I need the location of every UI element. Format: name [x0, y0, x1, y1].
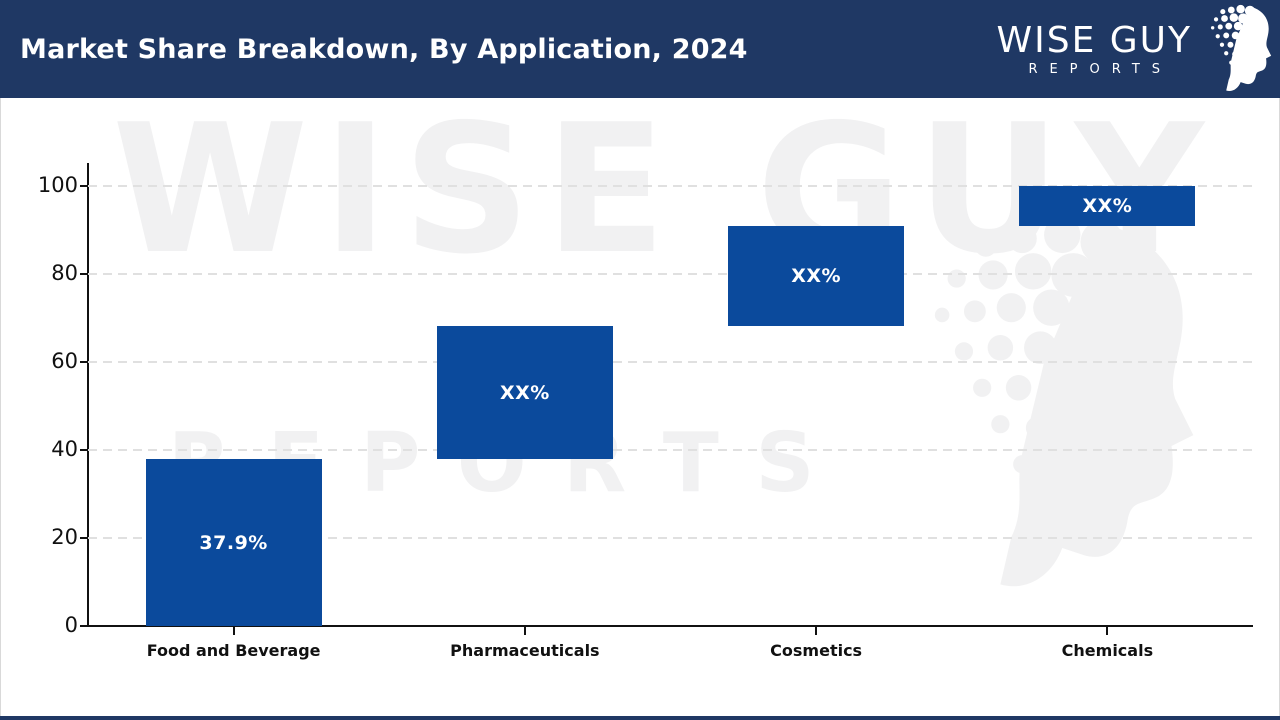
header-bar: Market Share Breakdown, By Application, … [0, 0, 1280, 98]
gridline-100 [88, 184, 1253, 187]
y-tick-label-80: 80 [51, 260, 78, 285]
watermark-dotted-head [934, 216, 1194, 587]
footer-bar [0, 716, 1280, 720]
bar-value-label: XX% [1082, 194, 1133, 217]
page-title: Market Share Breakdown, By Application, … [20, 33, 748, 65]
y-tick-80 [80, 272, 88, 275]
bar-chemicals: XX% [1019, 185, 1196, 226]
left-border [0, 98, 1, 716]
dotted-head-icon [1210, 4, 1272, 91]
logo-wordmark: WISE GUY [996, 20, 1192, 61]
y-tick-40 [80, 448, 88, 451]
x-category-label-3: Chemicals [1061, 641, 1154, 660]
y-tick-60 [80, 360, 88, 363]
gridline-60 [88, 360, 1253, 363]
y-tick-20 [80, 536, 88, 539]
y-tick-label-0: 0 [64, 613, 78, 637]
x-category-label-0: Food and Beverage [146, 641, 321, 660]
gridline-40 [88, 448, 1253, 451]
x-tick-0 [232, 627, 235, 635]
bar-value-label: XX% [791, 264, 842, 287]
logo-subtitle: REPORTS [1028, 62, 1173, 77]
x-tick-2 [815, 627, 818, 635]
y-tick-label-60: 60 [51, 348, 78, 373]
y-tick-100 [80, 184, 88, 187]
y-tick-label-40: 40 [51, 436, 78, 461]
x-category-label-1: Pharmaceuticals [450, 641, 600, 660]
x-tick-1 [523, 627, 526, 635]
bar-cosmetics: XX% [728, 225, 905, 326]
y-tick-label-100: 100 [37, 172, 78, 197]
y-axis-line [87, 163, 89, 627]
gridline-20 [88, 536, 1253, 539]
gridline-80 [88, 272, 1253, 275]
x-axis-line [87, 625, 1253, 627]
y-tick-label-20: 20 [51, 524, 78, 549]
bar-pharmaceuticals: XX% [436, 326, 613, 460]
logo-text: WISE GUY REPORTS [996, 20, 1193, 78]
bar-value-label: 37.9% [199, 531, 268, 554]
bar-food-and-beverage: 37.9% [145, 459, 322, 626]
x-category-label-2: Cosmetics [770, 641, 863, 660]
wise-guy-reports-logo: WISE GUY REPORTS [997, 4, 1273, 94]
y-tick-0 [80, 625, 88, 627]
x-tick-3 [1106, 627, 1109, 635]
bar-value-label: XX% [499, 381, 550, 404]
